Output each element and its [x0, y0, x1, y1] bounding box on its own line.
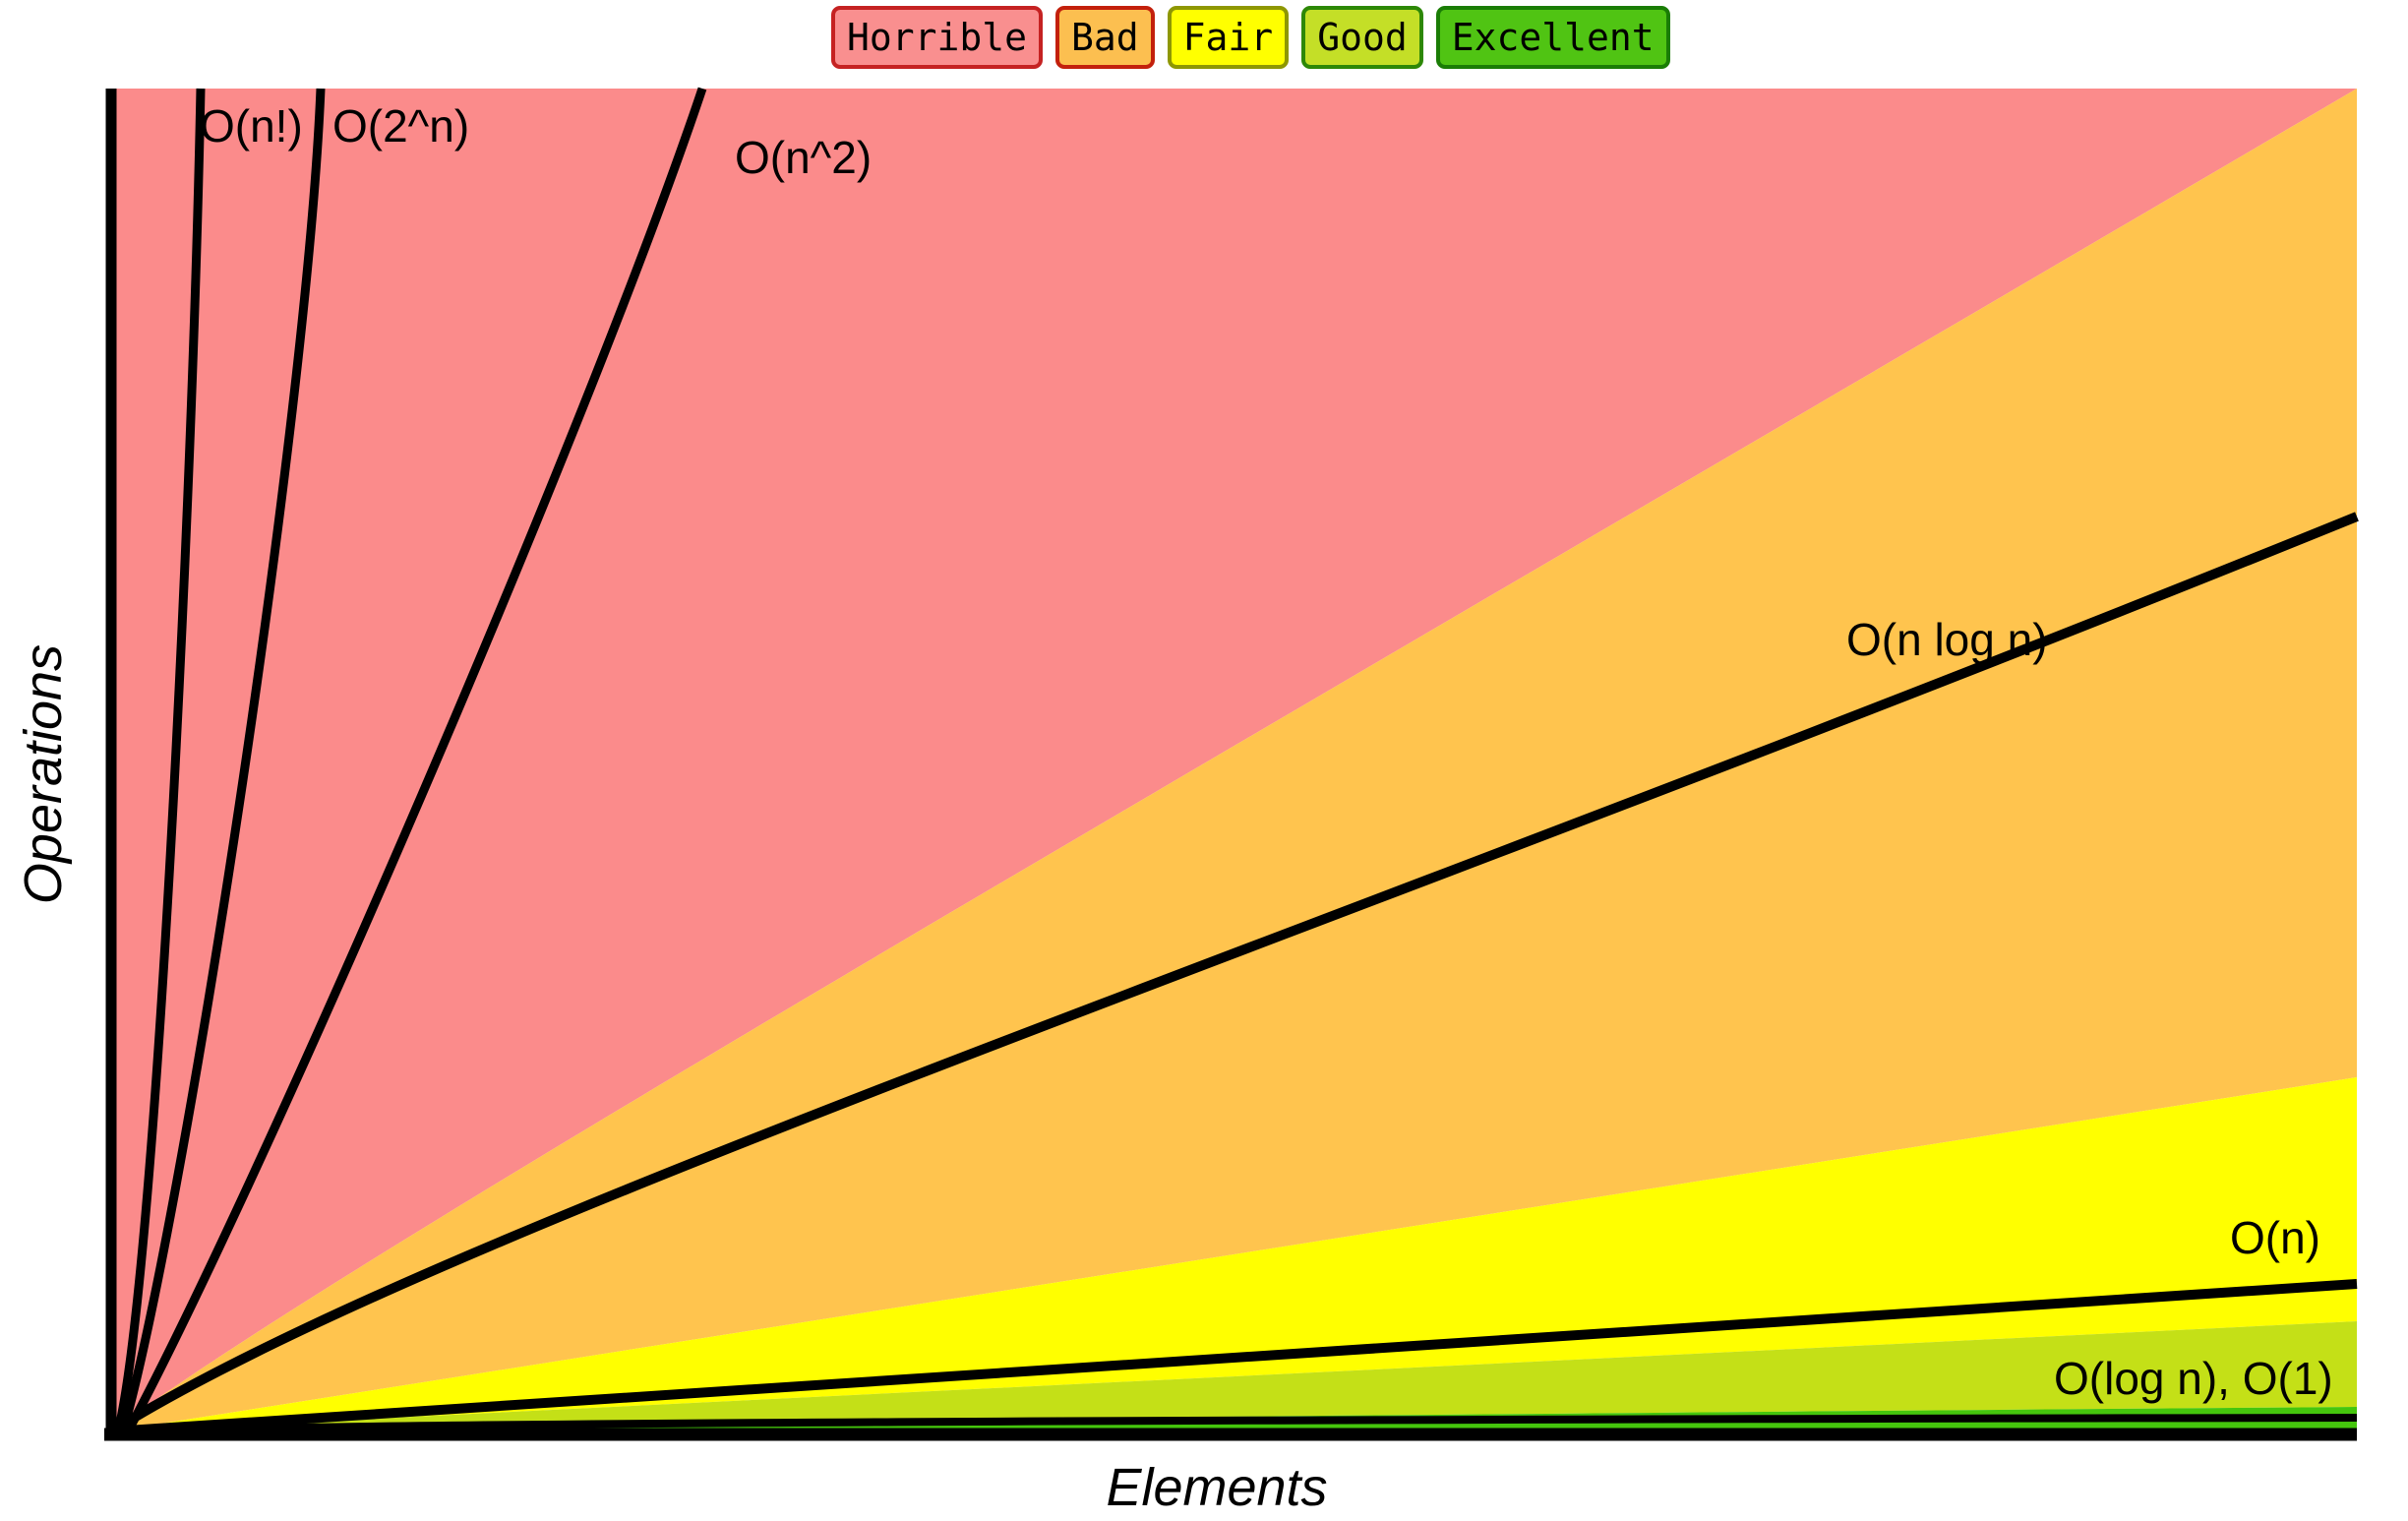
legend-badge-excellent: Excellent — [1435, 6, 1670, 69]
legend-label-bad: Bad — [1071, 16, 1139, 59]
legend-badge-good: Good — [1301, 6, 1423, 69]
curve-label-o-n: O(n) — [2230, 1212, 2320, 1263]
region-horrible — [111, 89, 2357, 1431]
legend-label-horrible: Horrible — [847, 16, 1028, 59]
curve-o-exponential — [118, 88, 326, 1433]
legend-label-excellent: Excellent — [1451, 16, 1655, 59]
region-good — [111, 1321, 2357, 1431]
curve-label-o-nlogn: O(n log n) — [1846, 614, 2048, 665]
y-axis-label: Operations — [14, 643, 73, 905]
legend-label-fair: Fair — [1182, 16, 1274, 59]
x-axis-label: Elements — [1106, 1458, 1328, 1517]
curve-o-quadratic — [124, 87, 707, 1434]
complexity-legend: Horrible Bad Fair Good Excellent — [831, 6, 1670, 69]
curve-label-o-exponential: O(2^n) — [332, 100, 470, 152]
region-fair — [111, 1077, 2357, 1431]
curve-o-logn — [110, 1414, 2358, 1435]
curve-o-n — [110, 1279, 2358, 1436]
region-bad — [111, 89, 2357, 1431]
curve-o-nlogn — [108, 512, 2359, 1436]
curve-label-o-factorial: O(n!) — [200, 100, 303, 152]
curve-label-o-logn-o1: O(log n), O(1) — [2054, 1353, 2333, 1404]
legend-badge-fair: Fair — [1167, 6, 1290, 69]
curve-label-o-quadratic: O(n^2) — [735, 132, 873, 183]
legend-badge-bad: Bad — [1055, 6, 1155, 69]
legend-badge-horrible: Horrible — [831, 6, 1044, 69]
legend-label-good: Good — [1317, 16, 1408, 59]
curve-o-factorial — [113, 88, 206, 1433]
